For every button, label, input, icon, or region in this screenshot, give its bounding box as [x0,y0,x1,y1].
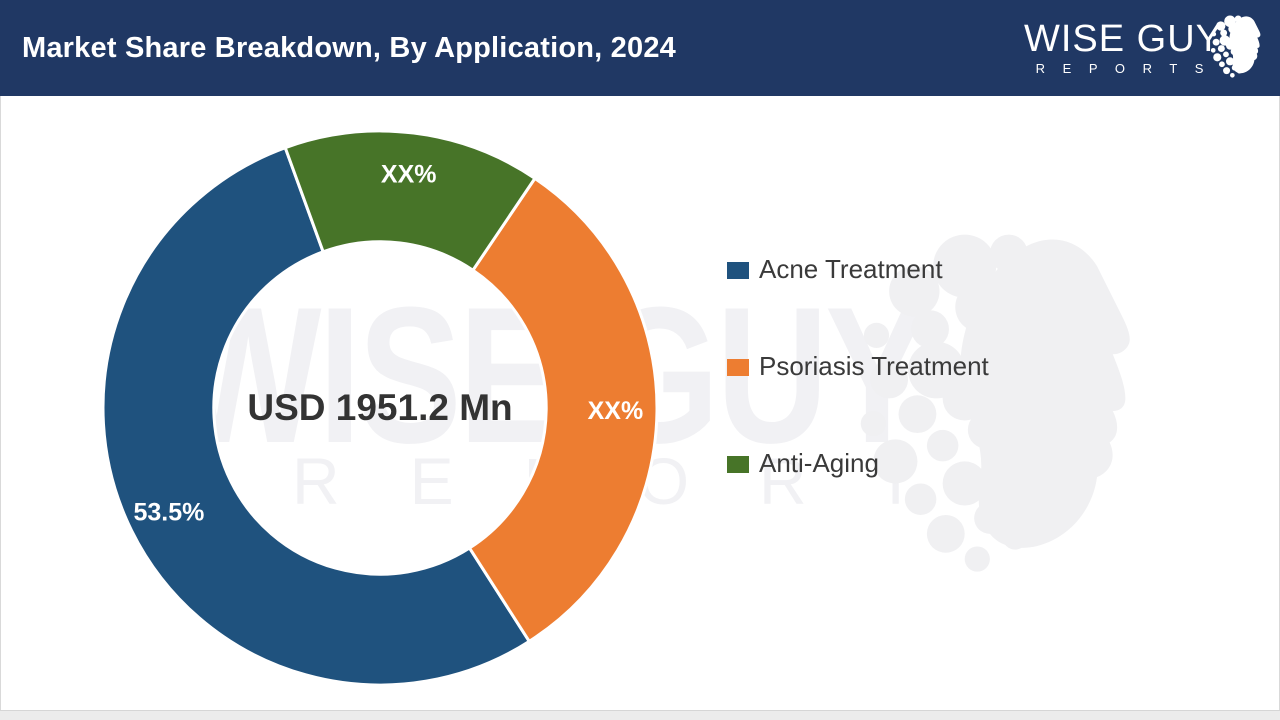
header-bar: Market Share Breakdown, By Application, … [0,0,1280,96]
page-title: Market Share Breakdown, By Application, … [22,31,676,64]
slice-label-acne-treatment: 53.5% [133,498,204,526]
legend-swatch-acne-treatment [727,262,749,279]
logo-wordmark: WISE GUY [1023,18,1222,60]
legend-swatch-psoriasis-treatment [727,359,749,376]
legend-item-anti-aging: Anti-Aging [727,446,989,485]
legend: Acne Treatment Psoriasis Treatment Anti-… [727,252,989,543]
legend-label-anti-aging: Anti-Aging [759,448,879,478]
legend-label-acne-treatment: Acne Treatment [759,254,943,284]
brand-logo: WISE GUY R E P O R T S [1024,8,1266,88]
legend-label-psoriasis-treatment: Psoriasis Treatment [759,351,989,381]
legend-item-psoriasis-treatment: Psoriasis Treatment [727,349,989,388]
donut-center-value: USD 1951.2 Mn [247,387,513,428]
logo-subtext: R E P O R T S [1035,61,1211,76]
legend-swatch-anti-aging [727,456,749,473]
legend-item-acne-treatment: Acne Treatment [727,252,989,291]
slice-psoriasis-treatment [467,176,659,644]
brand-logo-text: WISE GUY R E P O R T S [1024,20,1222,76]
slice-label-psoriasis-treatment: XX% [588,397,644,425]
slice-label-anti-aging: XX% [381,160,437,188]
bottom-strip [0,710,1280,720]
slice-acne-treatment [101,145,532,687]
slice-anti-aging [283,129,537,273]
